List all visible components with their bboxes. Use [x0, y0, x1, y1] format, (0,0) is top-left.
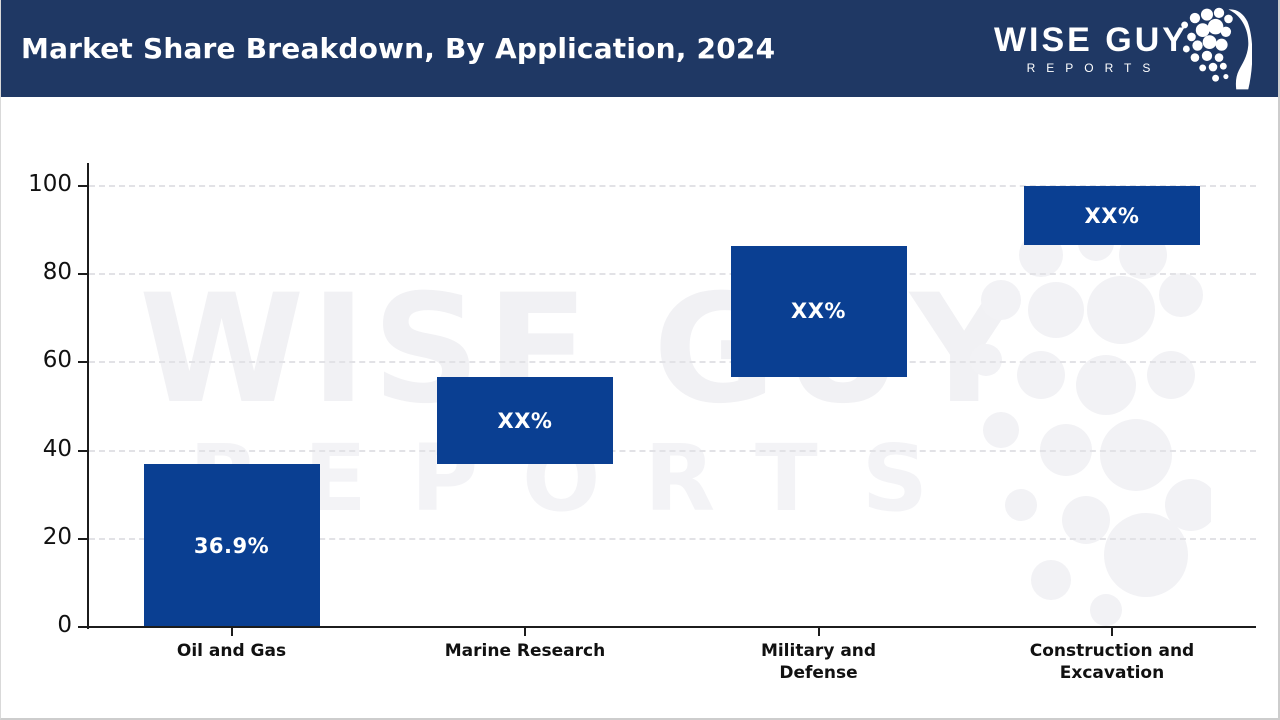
y-tick-label-60: 60 [42, 347, 72, 374]
y-tick-label-100: 100 [28, 171, 72, 197]
x-category-label-0: Oil and Gas [176, 641, 287, 661]
header: Market Share Breakdown, By Application, … [1, 0, 1278, 97]
x-axis-spine [87, 626, 1256, 628]
x-tick-mark-0 [230, 628, 233, 636]
bar-2: XX% [730, 246, 907, 377]
bar-value-label: XX% [1084, 203, 1140, 228]
gridline-20 [89, 537, 1256, 540]
wiseguy-logo-text: WISE GUY REPORTS [994, 23, 1188, 75]
y-tick-mark-40 [78, 449, 87, 452]
y-axis-spine [87, 163, 89, 629]
bar-value-label: XX% [791, 299, 846, 324]
bar-value-label: 36.9% [193, 533, 270, 558]
bar-3: XX% [1024, 186, 1200, 246]
y-tick-mark-0 [78, 626, 87, 628]
bar-value-label: XX% [497, 408, 553, 433]
logo-head-icon [1181, 7, 1252, 89]
y-tick-mark-100 [78, 185, 87, 187]
x-tick-mark-2 [817, 628, 820, 636]
logo-subtitle: REPORTS [1026, 60, 1162, 75]
gridline-80 [89, 273, 1256, 276]
y-tick-label-20: 20 [42, 523, 72, 550]
x-tick-mark-1 [524, 628, 526, 636]
page-title: Market Share Breakdown, By Application, … [21, 32, 776, 65]
y-tick-label-0: 0 [57, 612, 72, 638]
gridline-60 [89, 361, 1256, 364]
gridline-40 [89, 449, 1256, 452]
x-tick-mark-3 [1111, 628, 1113, 636]
x-category-label-3: Construction and Excavation [1029, 641, 1195, 684]
y-tick-label-40: 40 [42, 435, 72, 462]
y-tick-mark-60 [78, 361, 87, 364]
bar-0: 36.9% [143, 464, 320, 627]
y-tick-label-80: 80 [42, 259, 72, 286]
watermark-head-dots [970, 225, 1211, 626]
x-category-label-2: Military and Defense [760, 641, 877, 684]
logo-wordmark: WISE GUY [993, 20, 1188, 59]
bar-1: XX% [437, 377, 613, 465]
gridline-100 [89, 185, 1256, 187]
y-tick-mark-80 [78, 273, 87, 276]
y-tick-mark-20 [78, 537, 87, 540]
wiseguy-logo: WISE GUY REPORTS [994, 6, 1252, 92]
x-category-label-1: Marine Research [444, 641, 606, 661]
